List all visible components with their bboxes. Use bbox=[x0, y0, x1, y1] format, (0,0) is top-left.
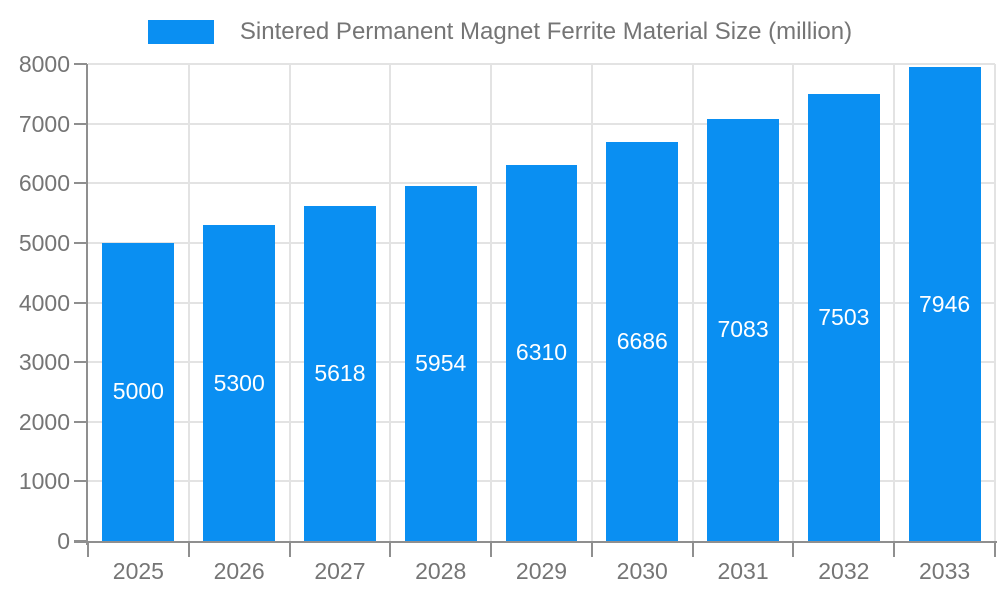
chart-legend: Sintered Permanent Magnet Ferrite Materi… bbox=[0, 14, 1000, 50]
gridline-vertical bbox=[792, 64, 795, 541]
y-axis-tick bbox=[74, 63, 87, 65]
x-axis-tick bbox=[994, 543, 996, 557]
x-axis-tick bbox=[389, 543, 392, 557]
x-tick-label: 2025 bbox=[112, 558, 164, 584]
bar-2032: 7503 bbox=[807, 93, 880, 541]
x-tick-label: 2031 bbox=[717, 558, 769, 584]
y-axis-tick bbox=[74, 540, 87, 542]
y-tick-label: 3000 bbox=[18, 349, 70, 376]
gridline-vertical bbox=[893, 64, 896, 541]
bar-value-label: 5954 bbox=[415, 350, 467, 376]
bar-value-label: 7946 bbox=[919, 290, 971, 317]
x-axis-tick bbox=[691, 543, 694, 557]
y-axis-tick bbox=[74, 241, 87, 244]
bar-value-label: 7503 bbox=[818, 303, 870, 330]
gridline-vertical bbox=[590, 64, 593, 541]
y-tick-label: 6000 bbox=[18, 170, 70, 197]
bar-2028: 5954 bbox=[404, 186, 477, 541]
x-tick-label: 2028 bbox=[415, 558, 467, 584]
y-tick-label: 8000 bbox=[18, 51, 70, 77]
x-axis-tick bbox=[893, 543, 896, 557]
gridline-vertical bbox=[187, 64, 190, 541]
y-tick-label: 0 bbox=[57, 528, 70, 554]
y-axis-tick bbox=[74, 420, 87, 423]
x-tick-label: 2029 bbox=[515, 558, 568, 584]
bar-value-label: 5618 bbox=[314, 360, 366, 387]
bar-2030: 6686 bbox=[606, 142, 679, 541]
y-axis-tick bbox=[74, 122, 87, 125]
y-axis-tick bbox=[74, 361, 87, 364]
bar-value-label: 6310 bbox=[515, 339, 568, 366]
bar-2027: 5618 bbox=[303, 206, 376, 541]
x-axis-tick bbox=[490, 543, 493, 557]
x-tick-label: 2027 bbox=[314, 558, 366, 584]
y-axis-tick bbox=[74, 480, 87, 483]
gridline-vertical bbox=[490, 64, 493, 541]
x-axis-tick bbox=[590, 543, 593, 557]
bar-value-label: 5000 bbox=[112, 378, 164, 405]
x-axis-tick bbox=[288, 543, 291, 557]
x-axis-tick bbox=[187, 543, 190, 557]
legend-label: Sintered Permanent Magnet Ferrite Materi… bbox=[239, 18, 853, 45]
y-tick-label: 2000 bbox=[18, 408, 70, 435]
gridline-horizontal bbox=[88, 122, 995, 125]
bar-value-label: 6686 bbox=[616, 328, 668, 355]
bar-2031: 7083 bbox=[707, 118, 780, 541]
x-tick-label: 2030 bbox=[616, 558, 668, 584]
legend-swatch bbox=[147, 20, 214, 44]
bar-2029: 6310 bbox=[505, 164, 578, 541]
y-tick-label: 1000 bbox=[18, 468, 70, 495]
y-tick-label: 7000 bbox=[18, 110, 70, 137]
x-tick-label: 2032 bbox=[818, 558, 870, 584]
x-axis-line bbox=[74, 541, 997, 543]
gridline-vertical bbox=[691, 64, 694, 541]
gridline-vertical bbox=[389, 64, 392, 541]
x-axis-tick bbox=[87, 543, 89, 557]
gridline-horizontal bbox=[88, 63, 995, 65]
bar-2033: 7946 bbox=[908, 67, 981, 541]
bar-2025: 5000 bbox=[102, 242, 175, 541]
x-tick-label: 2026 bbox=[213, 558, 265, 584]
y-tick-label: 5000 bbox=[18, 229, 70, 256]
y-axis-tick bbox=[74, 301, 87, 304]
bar-value-label: 5300 bbox=[213, 369, 265, 396]
bar-value-label: 7083 bbox=[717, 316, 769, 343]
x-axis-tick bbox=[792, 543, 795, 557]
plot-area: 5000 5300 5618 5954 6310 6686 7083 7503 7946 bbox=[74, 63, 997, 557]
x-tick-label: 2033 bbox=[919, 558, 971, 584]
y-axis-tick bbox=[74, 182, 87, 185]
bar-2026: 5300 bbox=[203, 225, 276, 541]
y-axis-line bbox=[86, 64, 88, 545]
gridline-vertical bbox=[288, 64, 291, 541]
gridline-vertical bbox=[994, 64, 996, 541]
y-tick-label: 4000 bbox=[18, 289, 70, 316]
